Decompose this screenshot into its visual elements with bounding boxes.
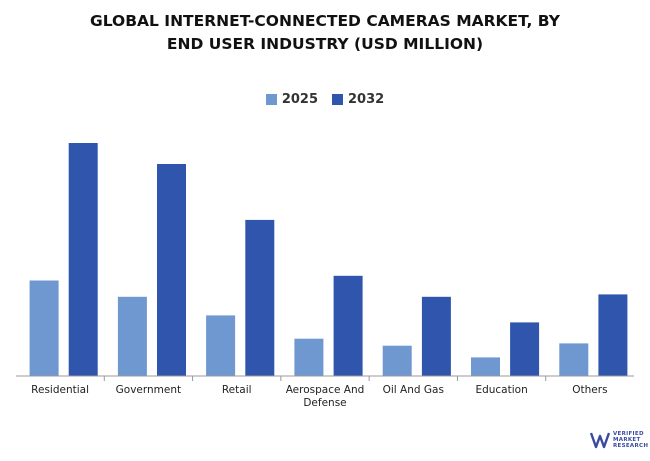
legend-label-2032: 2032 [348,92,385,107]
legend-item-2032[interactable]: 2032 [332,92,384,107]
legend-item-2025[interactable]: 2025 [265,92,318,107]
bar-2025-aerospace-and-defense[interactable] [294,338,324,376]
chart-legend: 2025 2032 [0,92,650,107]
x-tick-label-retail: Retail [222,384,252,396]
bar-2025-others[interactable] [559,343,589,376]
x-tick-label-residential: Residential [31,384,89,396]
vmr-logo-icon [590,432,610,449]
bars-group [29,143,628,377]
chart-title-line1: GLOBAL INTERNET-CONNECTED CAMERAS MARKET… [90,12,560,30]
bar-2032-residential[interactable] [68,143,98,376]
brand-logo-text: VERIFIED MARKET RESEARCH [613,431,648,449]
x-tick-label-oil-and-gas: Oil And Gas [383,384,444,396]
bar-2032-government[interactable] [157,164,186,376]
bar-2032-education[interactable] [510,322,540,376]
x-tick-label-aerospace-and-defense: Aerospace And Defense [286,384,365,409]
legend-label-2025: 2025 [281,92,318,107]
bar-2025-government[interactable] [117,296,147,376]
logo-line2: MARKET [613,437,641,443]
x-axis-labels: Residential Government Retail Aerospace And… [31,384,607,409]
brand-logo: VERIFIED MARKET RESEARCH [590,431,648,449]
bar-2032-others[interactable] [598,294,628,376]
bar-2032-aerospace-and-defense[interactable] [333,275,363,376]
chart-title: GLOBAL INTERNET-CONNECTED CAMERAS MARKET… [0,10,650,56]
bar-2032-oil-and-gas[interactable] [421,296,451,376]
logo-line1: VERIFIED [613,431,644,437]
x-axis-ticks [103,376,547,381]
bar-2025-oil-and-gas[interactable] [382,345,412,376]
legend-swatch-2032 [332,94,343,105]
x-tick-label-education: Education [475,384,527,396]
x-tick-label-others: Others [572,384,607,396]
bar-2032-retail[interactable] [245,219,275,376]
bar-2025-residential[interactable] [29,280,59,377]
bar-2025-education[interactable] [471,357,500,376]
x-tick-label-government: Government [116,384,181,396]
legend-swatch-2025 [265,94,277,105]
logo-line3: RESEARCH [613,443,649,449]
bar-2025-retail[interactable] [206,315,236,376]
chart-title-line2: END USER INDUSTRY (USD MILLION) [166,35,484,53]
